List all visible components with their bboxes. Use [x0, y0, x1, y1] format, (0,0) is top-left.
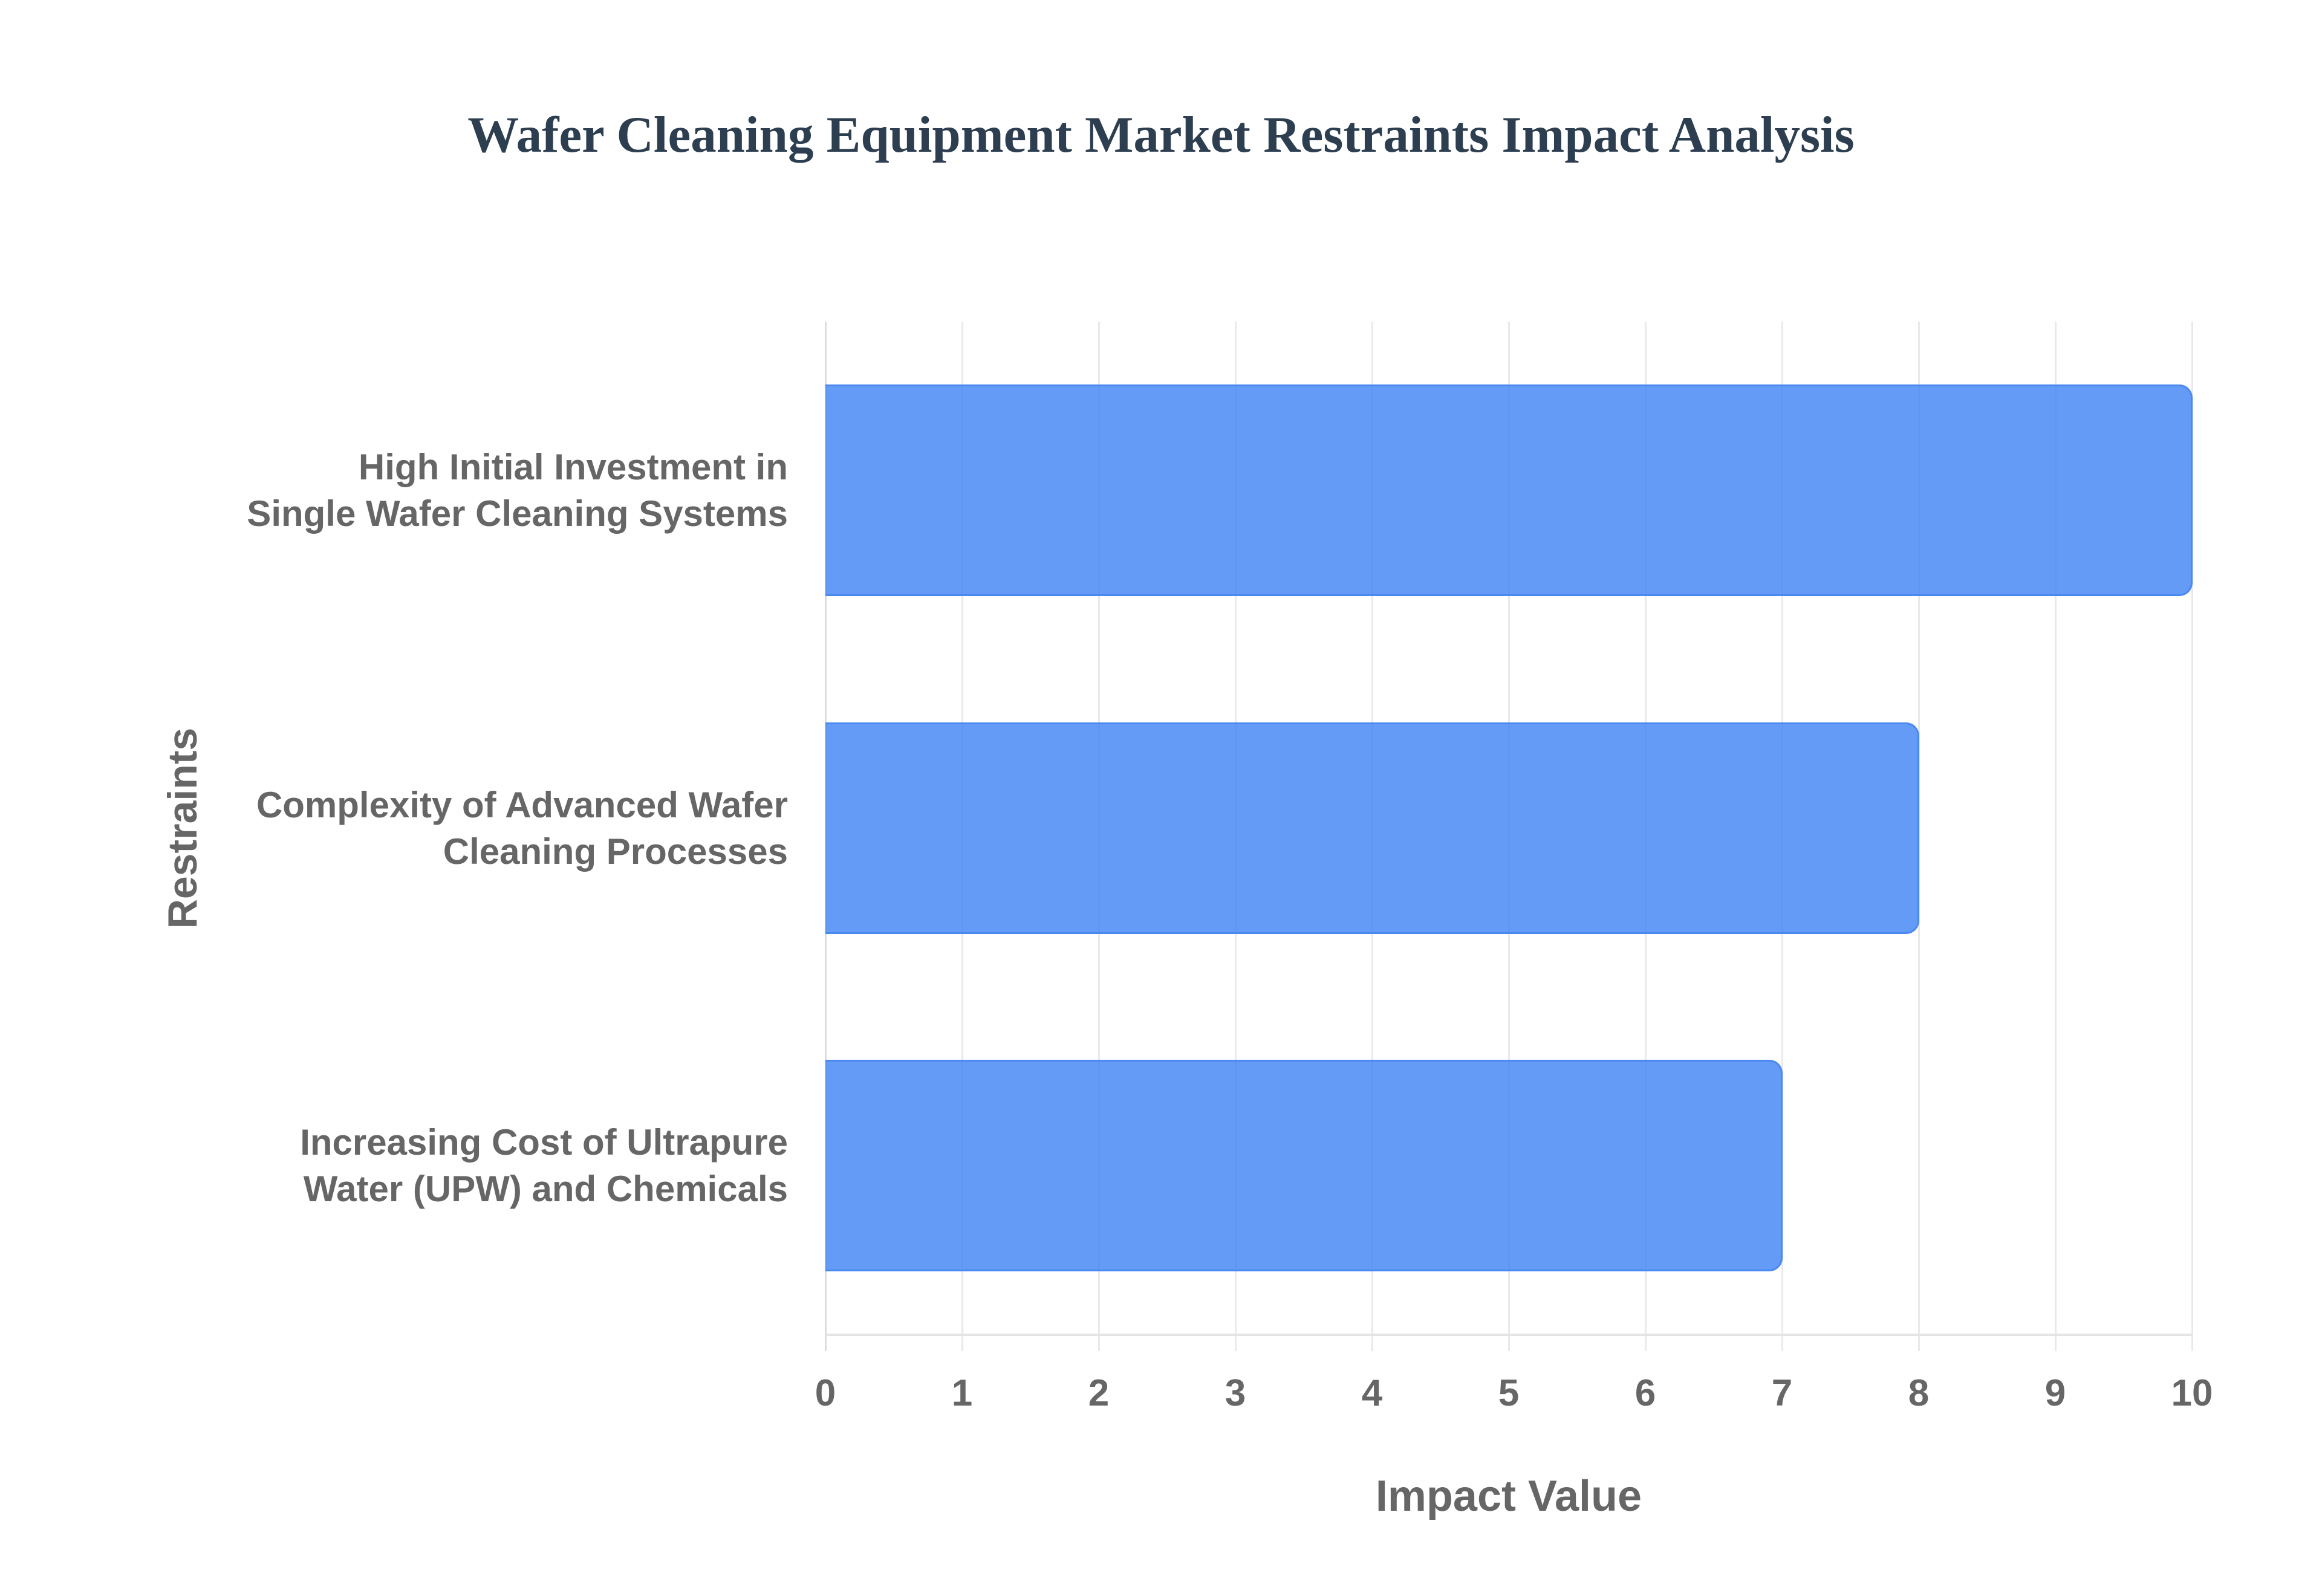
- x-tick-label: 1: [951, 1372, 973, 1414]
- y-tick-label-line: High Initial Investment in: [358, 447, 788, 488]
- bar[interactable]: [825, 384, 2193, 597]
- x-tick-label: 3: [1224, 1372, 1246, 1414]
- x-tick-label: 6: [1634, 1372, 1656, 1414]
- x-tick-label: 5: [1498, 1372, 1520, 1414]
- y-tick-label-line: Complexity of Advanced Wafer: [256, 784, 788, 825]
- y-tick-label: Complexity of Advanced Wafer Cleaning Pro…: [123, 782, 788, 875]
- x-tick-label: 2: [1088, 1372, 1110, 1414]
- x-tick-label: 7: [1771, 1372, 1793, 1414]
- x-axis-line: [825, 1334, 2192, 1336]
- plot-area: [825, 322, 2193, 1351]
- y-tick-label-line: Cleaning Processes: [443, 831, 788, 872]
- x-tick-label: 8: [1908, 1372, 1930, 1414]
- x-axis-title: Impact Value: [1375, 1472, 1642, 1520]
- gridline: [2055, 322, 2057, 1351]
- y-tick-label-line: Increasing Cost of Ultrapure: [300, 1121, 788, 1163]
- x-tick-label: 9: [2044, 1372, 2066, 1414]
- chart-title: Wafer Cleaning Equipment Market Restrain…: [467, 106, 1855, 163]
- x-tick-label: 0: [815, 1372, 836, 1414]
- bar[interactable]: [825, 722, 1919, 934]
- y-tick-label-line: Single Wafer Cleaning Systems: [247, 493, 788, 534]
- y-tick-label-line: Water (UPW) and Chemicals: [303, 1168, 788, 1209]
- bar[interactable]: [825, 1059, 1783, 1271]
- x-tick-label: 4: [1361, 1372, 1383, 1414]
- y-tick-label: High Initial Investment in Single Wafer C…: [123, 444, 788, 537]
- gridline: [2191, 322, 2193, 1351]
- x-tick-label: 10: [2171, 1372, 2213, 1414]
- y-tick-label: Increasing Cost of Ultrapure Water (UPW) …: [123, 1119, 788, 1212]
